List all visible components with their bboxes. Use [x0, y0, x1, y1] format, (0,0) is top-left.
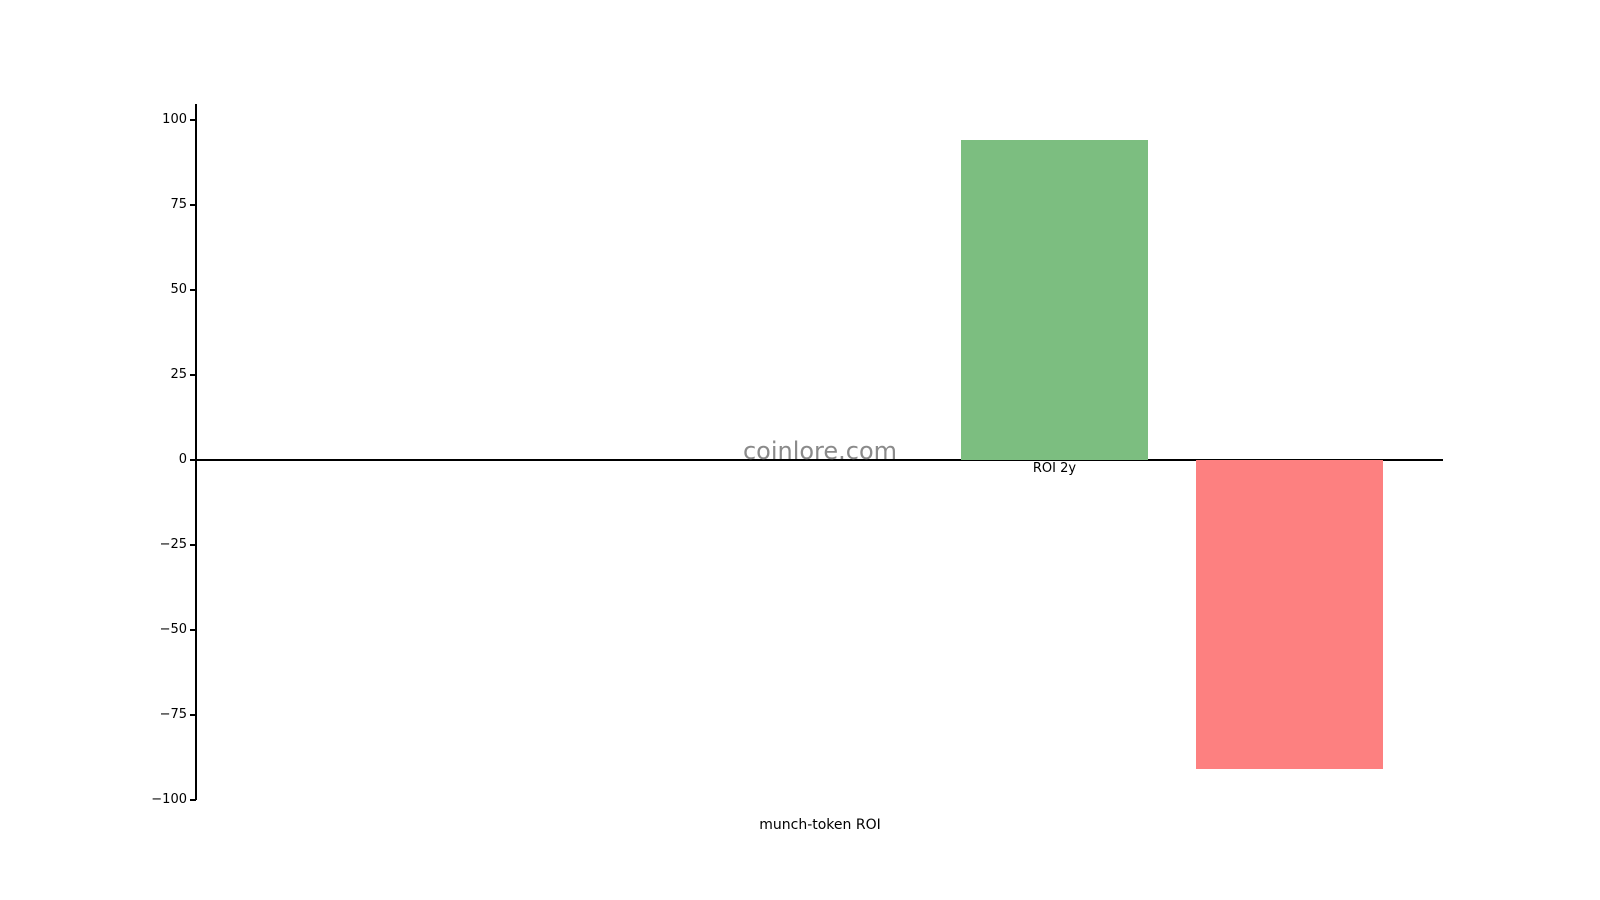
y-tick-label: 25 [170, 367, 187, 382]
y-tick-mark [190, 799, 196, 801]
y-tick-mark [190, 629, 196, 631]
x-tick-label: ROI 2y [1032, 461, 1077, 476]
y-tick-mark [190, 289, 196, 291]
y-tick-mark [190, 544, 196, 546]
watermark: coinlore.com [742, 437, 898, 465]
y-tick-label: −25 [159, 537, 187, 552]
x-axis-label: munch-token ROI [759, 817, 881, 833]
x-axis-zero-line [196, 459, 1443, 461]
y-tick-mark [190, 204, 196, 206]
y-tick-label: −50 [159, 622, 187, 637]
y-tick-label: −75 [159, 707, 187, 722]
y-axis-spine [195, 104, 197, 800]
y-tick-mark [190, 374, 196, 376]
bar-positive [961, 140, 1148, 460]
y-tick-label: 0 [178, 452, 187, 467]
y-tick-mark [190, 119, 196, 121]
y-tick-label: 100 [162, 112, 187, 127]
y-tick-mark [190, 459, 196, 461]
y-tick-label: −100 [151, 792, 187, 807]
y-tick-label: 50 [170, 282, 187, 297]
bar-negative [1196, 460, 1383, 770]
y-tick-label: 75 [170, 197, 187, 212]
y-tick-mark [190, 714, 196, 716]
